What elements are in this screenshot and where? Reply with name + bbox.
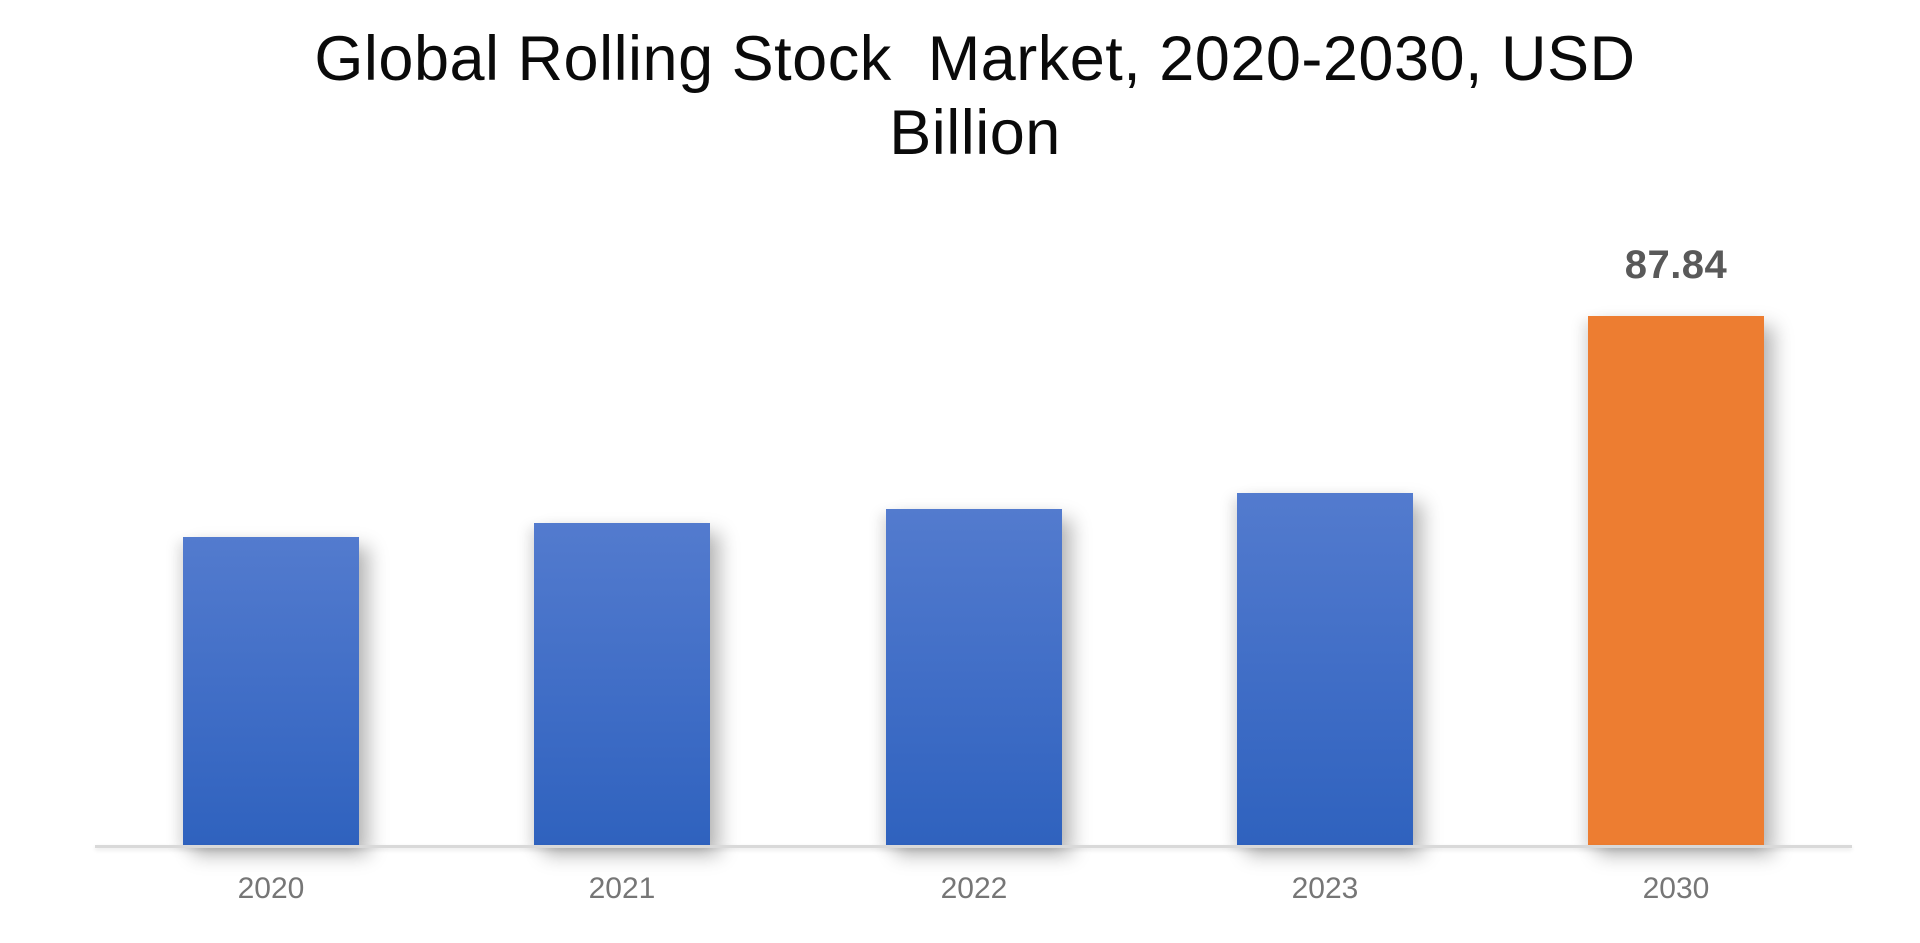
data-label-2030: 87.84 <box>1624 243 1728 287</box>
bar-2021 <box>534 523 710 845</box>
bar-2020 <box>183 537 359 845</box>
bar-2023 <box>1237 493 1413 845</box>
x-axis-label-2021: 2021 <box>588 872 656 905</box>
x-axis-label-2020: 2020 <box>237 872 305 905</box>
x-axis-line <box>95 845 1852 848</box>
bar-2030 <box>1588 316 1764 845</box>
x-axis-label-2023: 2023 <box>1291 872 1359 905</box>
x-axis-label-2022: 2022 <box>940 872 1008 905</box>
chart-title: Global Rolling Stock Market, 2020-2030, … <box>314 24 1636 169</box>
x-axis-label-2030: 2030 <box>1642 872 1710 905</box>
bar-2022 <box>886 509 1062 845</box>
